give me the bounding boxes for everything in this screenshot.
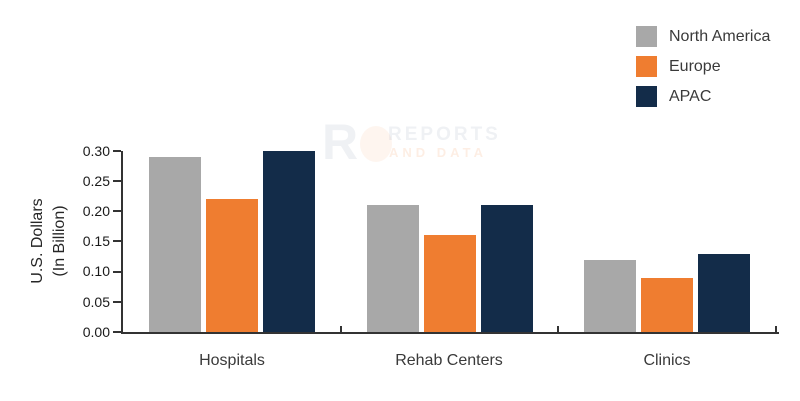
bar-apac-clinics <box>698 254 750 332</box>
legend-item-europe: Europe <box>636 56 770 77</box>
y-tick-label-015: 0.15 <box>82 233 110 249</box>
legend-swatch-europe <box>636 56 657 77</box>
y-axis-spine <box>121 151 123 334</box>
bar-north-america-rehab-centers <box>366 205 419 332</box>
category-label-rehab-centers: Rehab Centers <box>395 352 503 369</box>
x-axis-spine <box>121 332 779 334</box>
legend-item-apac: APAC <box>636 86 770 107</box>
y-tick-label-000: 0.00 <box>82 324 110 340</box>
bar-europe-clinics <box>641 278 693 332</box>
bar-apac-rehab-centers <box>480 205 533 332</box>
bar-europe-rehab-centers <box>423 235 476 332</box>
x-tick-mark <box>340 326 342 332</box>
y-axis-title-line1: U.S. Dollars <box>29 198 46 284</box>
legend-label-apac: APAC <box>669 87 712 105</box>
x-tick-mark <box>557 326 559 332</box>
y-tick-label-025: 0.25 <box>82 173 110 189</box>
y-tick-mark <box>113 210 121 212</box>
legend-label-north-america: North America <box>669 27 771 45</box>
y-tick-label-010: 0.10 <box>82 263 110 279</box>
y-tick-label-020: 0.20 <box>82 203 110 219</box>
legend-item-north-america: North America <box>636 26 770 47</box>
y-tick-label-005: 0.05 <box>82 294 110 310</box>
y-tick-mark <box>113 301 121 303</box>
legend-swatch-apac <box>636 86 657 107</box>
bar-north-america-clinics <box>584 260 636 332</box>
category-label-hospitals: Hospitals <box>199 352 265 369</box>
bar-apac-hospitals <box>263 151 315 332</box>
legend: North America Europe APAC <box>636 26 770 116</box>
bar-north-america-hospitals <box>149 157 201 332</box>
y-tick-mark <box>113 331 121 333</box>
bar-europe-hospitals <box>206 199 258 332</box>
y-tick-label-030: 0.30 <box>82 143 110 159</box>
y-tick-mark <box>113 150 121 152</box>
y-tick-mark <box>113 240 121 242</box>
y-tick-mark <box>113 180 121 182</box>
x-tick-mark <box>775 326 777 332</box>
legend-label-europe: Europe <box>669 57 721 75</box>
bars-layer <box>123 151 777 332</box>
category-label-clinics: Clinics <box>643 352 691 369</box>
watermark-text-line1: REPORTS <box>388 124 501 145</box>
legend-swatch-north-america <box>636 26 657 47</box>
y-tick-mark <box>113 271 121 273</box>
